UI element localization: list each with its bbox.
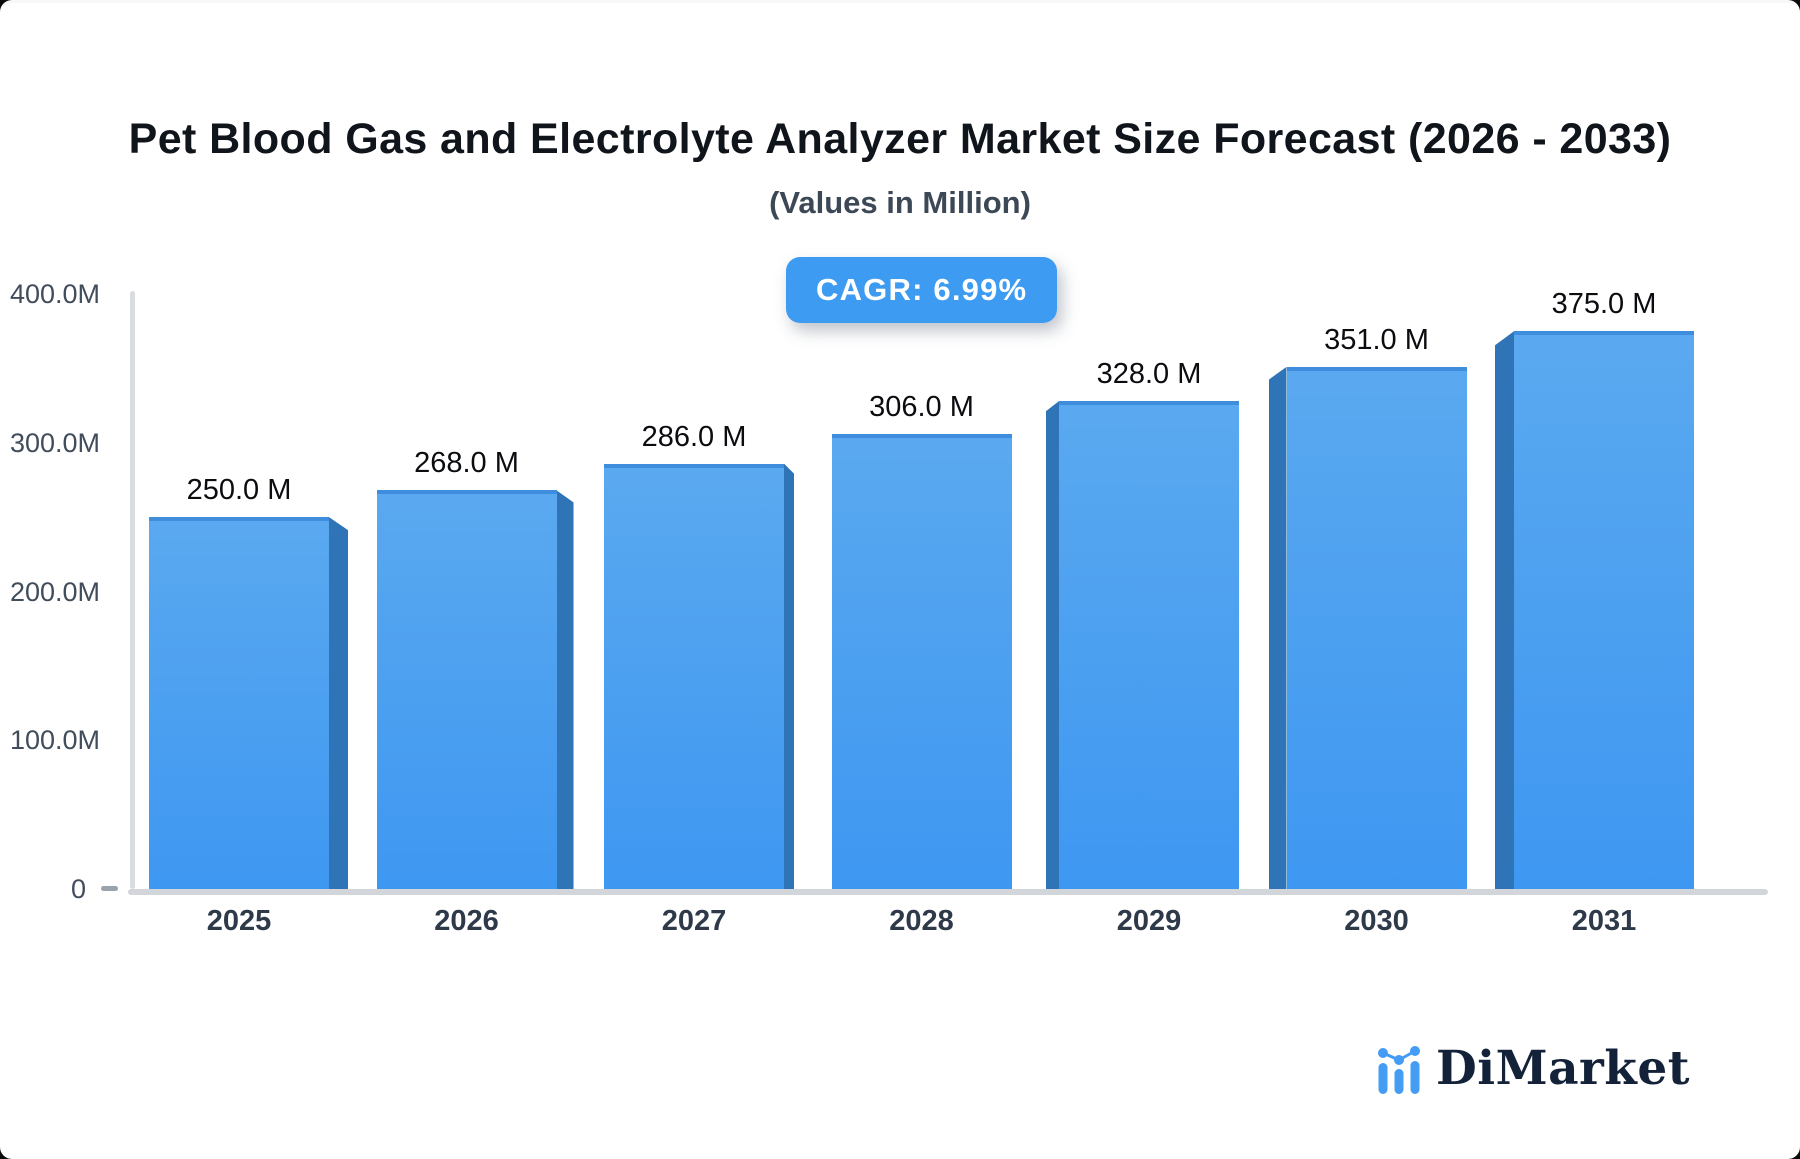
bar-value-label: 268.0 M xyxy=(414,447,519,480)
brand-name: DiMarket xyxy=(1435,1041,1690,1096)
bar-value-label: 351.0 M xyxy=(1324,323,1429,356)
bar xyxy=(1286,366,1467,889)
bar xyxy=(376,490,557,889)
bar-value-label: 250.0 M xyxy=(186,474,292,507)
x-axis-line xyxy=(128,889,1768,895)
x-tick-label: 2025 xyxy=(206,905,272,937)
bar-3d-side xyxy=(1046,401,1059,889)
y-tick-label: 100.0M xyxy=(9,725,100,756)
bar-3d-side xyxy=(1495,331,1514,889)
zero-tick-mark xyxy=(101,886,118,891)
bar-value-label: 328.0 M xyxy=(1096,358,1202,391)
y-tick-label: 200.0M xyxy=(9,576,100,607)
x-tick-label: 2028 xyxy=(889,905,954,937)
y-axis-line xyxy=(130,291,135,889)
bar-3d-side xyxy=(556,490,574,889)
bar xyxy=(831,433,1012,889)
brand-logo: DiMarket xyxy=(1377,1041,1690,1096)
chart-subtitle: (Values in Million) xyxy=(769,185,1031,220)
y-tick-label: 300.0M xyxy=(9,427,100,458)
cagr-badge: CAGR: 6.99% xyxy=(786,257,1058,323)
x-tick-label: 2029 xyxy=(1116,905,1182,937)
bar-value-label: 286.0 M xyxy=(641,420,747,453)
bar-3d-side xyxy=(1268,366,1287,889)
bar xyxy=(604,463,784,889)
bar xyxy=(1059,401,1239,889)
y-tick-label: 0 xyxy=(70,874,86,904)
x-tick-label: 2027 xyxy=(661,905,727,937)
bar-value-label: 375.0 M xyxy=(1551,288,1657,321)
y-tick-label: 400.0M xyxy=(9,279,100,309)
x-tick-label: 2026 xyxy=(434,905,499,937)
chart-title: Pet Blood Gas and Electrolyte Analyzer M… xyxy=(128,115,1672,163)
x-tick-label: 2030 xyxy=(1344,905,1409,937)
bar-3d-side xyxy=(329,517,348,889)
bar xyxy=(149,517,329,889)
bar-value-label: 306.0 M xyxy=(869,390,974,423)
bar-3d-side xyxy=(784,463,794,889)
x-tick-label: 2031 xyxy=(1571,905,1637,937)
bar xyxy=(1514,331,1694,889)
mini-bar-chart-logo-icon xyxy=(1377,1045,1420,1094)
